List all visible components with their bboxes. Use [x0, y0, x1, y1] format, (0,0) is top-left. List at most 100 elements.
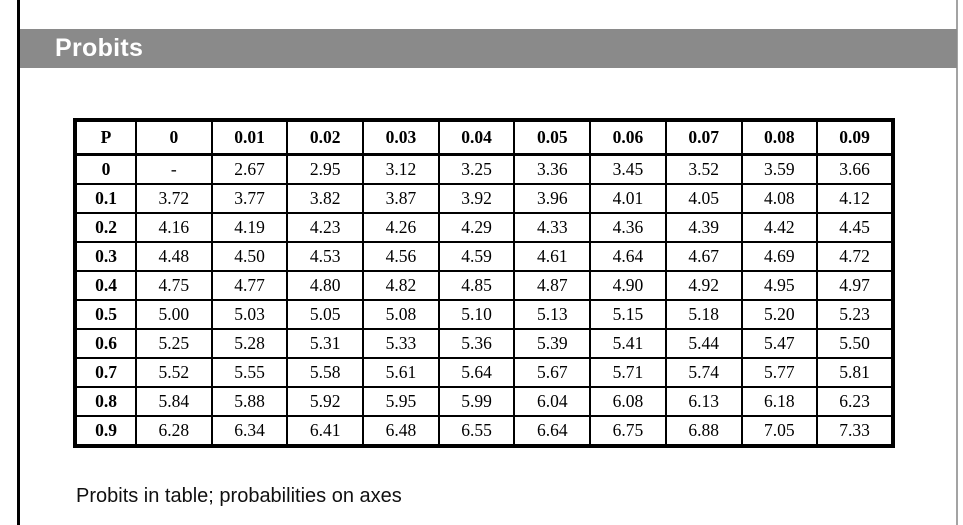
table-cell: 6.18 — [740, 386, 819, 417]
table-cell: 4.42 — [740, 212, 819, 243]
table-cell: 5.10 — [437, 299, 516, 330]
table-row: 0.1 3.72 3.77 3.82 3.87 3.92 3.96 4.01 4.05 4.08 4… — [74, 183, 894, 214]
table-cell: 3.96 — [513, 183, 592, 214]
table-cell: 5.25 — [135, 328, 213, 359]
table-cell: 4.53 — [286, 241, 365, 272]
table-cell: 6.48 — [362, 415, 440, 447]
table-cell: 5.99 — [437, 386, 516, 417]
table-cell: 3.77 — [210, 183, 289, 214]
table-cell: 5.52 — [135, 357, 213, 388]
table-header-cell: 0.02 — [286, 119, 365, 156]
caption-text: Probits in table; probabilities on axes — [76, 485, 402, 507]
row-header-cell: 0 — [74, 153, 137, 185]
table-cell: 4.97 — [816, 270, 894, 301]
table-cell: 3.52 — [664, 153, 743, 185]
table-cell: 2.67 — [210, 153, 289, 185]
slide-title-bar: Probits — [20, 29, 957, 68]
table-cell: 6.34 — [210, 415, 289, 447]
table-cell: 7.05 — [740, 415, 819, 447]
table-cell: 4.39 — [664, 212, 743, 243]
table-cell: 5.41 — [589, 328, 667, 359]
table-cell: 5.00 — [135, 299, 213, 330]
table-cell: 5.13 — [513, 299, 592, 330]
table-row: 0.7 5.52 5.55 5.58 5.61 5.64 5.67 5.71 5.74 5.77 5… — [74, 357, 894, 388]
right-border-line — [956, 0, 958, 525]
table-cell: 3.36 — [513, 153, 592, 185]
table-cell: 4.90 — [589, 270, 667, 301]
table-cell: 6.04 — [513, 386, 592, 417]
table-header-cell: 0.06 — [589, 119, 667, 156]
table-cell: 6.28 — [135, 415, 213, 447]
table-cell: 5.03 — [210, 299, 289, 330]
table-cell: 5.92 — [286, 386, 365, 417]
row-header-cell: 0.1 — [74, 183, 137, 214]
table-cell: 5.50 — [816, 328, 894, 359]
table-cell: 5.08 — [362, 299, 440, 330]
table-cell: 5.64 — [437, 357, 516, 388]
table-cell: 4.36 — [589, 212, 667, 243]
table-cell: 5.74 — [664, 357, 743, 388]
table-header-cell: 0.04 — [437, 119, 516, 156]
table-cell: 5.36 — [437, 328, 516, 359]
table-body: 0-2.67 2.95 3.12 3.25 3.36 3.45 3.52 3.59 3.66 0.… — [74, 153, 894, 447]
table-header-cell: 0.09 — [816, 119, 894, 156]
table-cell: 6.55 — [437, 415, 516, 447]
table-cell: 2.95 — [286, 153, 365, 185]
table-cell: 4.26 — [362, 212, 440, 243]
table-header-cell: P — [74, 119, 137, 156]
probit-table: P 0 0.01 0.02 0.03 0.04 0.05 0.06 0.07 0.08 0.09 0… — [73, 118, 895, 448]
table-cell: 4.23 — [286, 212, 365, 243]
table-cell: 5.23 — [816, 299, 894, 330]
table-cell: 3.66 — [816, 153, 894, 185]
table-row: 0.8 5.84 5.88 5.92 5.95 5.99 6.04 6.08 6.13 6.18 6… — [74, 386, 894, 417]
table-cell: 5.58 — [286, 357, 365, 388]
table-cell: 4.33 — [513, 212, 592, 243]
table-cell: 5.81 — [816, 357, 894, 388]
table-cell: 4.01 — [589, 183, 667, 214]
table-cell: 4.12 — [816, 183, 894, 214]
table-cell: 3.72 — [135, 183, 213, 214]
table-cell: 4.72 — [816, 241, 894, 272]
table-cell: 4.80 — [286, 270, 365, 301]
table-cell: 3.82 — [286, 183, 365, 214]
table-cell: 5.44 — [664, 328, 743, 359]
row-header-cell: 0.8 — [74, 386, 137, 417]
table-cell: 4.77 — [210, 270, 289, 301]
table-cell: 4.59 — [437, 241, 516, 272]
table-cell: 5.33 — [362, 328, 440, 359]
table-cell: 5.05 — [286, 299, 365, 330]
row-header-cell: 0.3 — [74, 241, 137, 272]
table-cell: 5.28 — [210, 328, 289, 359]
row-header-cell: 0.9 — [74, 415, 137, 447]
table-cell: 4.50 — [210, 241, 289, 272]
table-cell: 6.75 — [589, 415, 667, 447]
table-cell: 5.18 — [664, 299, 743, 330]
table-cell: 4.67 — [664, 241, 743, 272]
table-cell: 4.56 — [362, 241, 440, 272]
table-cell: 3.45 — [589, 153, 667, 185]
table-cell: 5.47 — [740, 328, 819, 359]
table-cell: 3.59 — [740, 153, 819, 185]
table-header-cell: 0.01 — [210, 119, 289, 156]
table-cell: 5.95 — [362, 386, 440, 417]
table-cell: 3.92 — [437, 183, 516, 214]
table-cell: 5.67 — [513, 357, 592, 388]
table-cell: - — [135, 153, 213, 185]
table-cell: 6.88 — [664, 415, 743, 447]
table-cell: 4.45 — [816, 212, 894, 243]
table-cell: 7.33 — [816, 415, 894, 447]
row-header-cell: 0.4 — [74, 270, 137, 301]
slide-title: Probits — [55, 34, 144, 62]
table-cell: 3.87 — [362, 183, 440, 214]
table-row: 0.3 4.48 4.50 4.53 4.56 4.59 4.61 4.64 4.67 4.69 4… — [74, 241, 894, 272]
table-cell: 4.95 — [740, 270, 819, 301]
table-cell: 6.64 — [513, 415, 592, 447]
table-header-cell: 0.05 — [513, 119, 592, 156]
table-cell: 4.85 — [437, 270, 516, 301]
table-header-cell: 0.07 — [664, 119, 743, 156]
table-cell: 6.08 — [589, 386, 667, 417]
table-cell: 6.23 — [816, 386, 894, 417]
table-cell: 5.71 — [589, 357, 667, 388]
table-cell: 4.08 — [740, 183, 819, 214]
row-header-cell: 0.2 — [74, 212, 137, 243]
